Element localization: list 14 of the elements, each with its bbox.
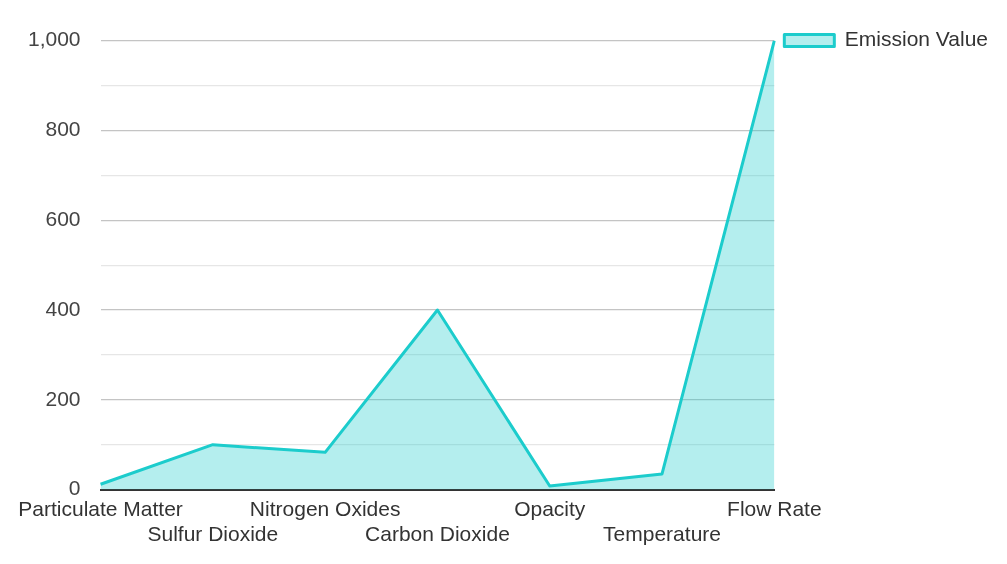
- y-tick-label: 0: [68, 476, 81, 500]
- y-tick-label: 1,000: [27, 27, 81, 51]
- x-tick-label: Temperature: [603, 522, 721, 546]
- y-tick-label: 200: [45, 386, 81, 410]
- x-tick-label: Particulate Matter: [18, 497, 183, 520]
- x-tick-label: Nitrogen Oxides: [249, 497, 401, 520]
- legend-label: Emission Value: [844, 27, 989, 51]
- x-tick-label: Flow Rate: [727, 497, 822, 520]
- y-tick-label: 600: [45, 207, 81, 230]
- y-tick-label: 400: [45, 296, 81, 320]
- y-tick-label: 800: [45, 117, 81, 141]
- x-tick-label: Carbon Dioxide: [365, 522, 510, 546]
- x-tick-label: Sulfur Dioxide: [147, 522, 279, 546]
- x-tick-label: Opacity: [514, 497, 586, 520]
